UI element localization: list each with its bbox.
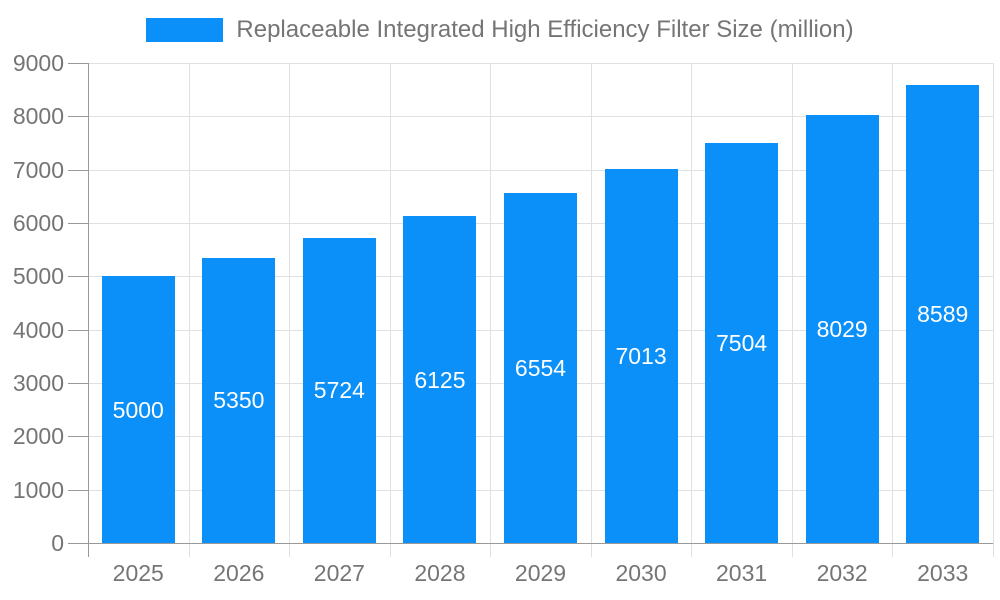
- bar-value-label: 8029: [816, 315, 868, 342]
- y-axis-tick-label: 8000: [12, 103, 64, 130]
- bar-value-label: 7504: [716, 329, 768, 356]
- x-axis-tick-label: 2031: [716, 560, 768, 586]
- bar-2026[interactable]: 5350: [202, 257, 276, 543]
- bar-2027[interactable]: 5724: [302, 237, 376, 543]
- y-axis-tick-label: 4000: [12, 316, 64, 343]
- y-axis-tick-label: 6000: [12, 210, 64, 236]
- bar-value-label: 5350: [213, 387, 265, 414]
- x-axis-tick-label: 2030: [615, 560, 667, 586]
- bar-2029[interactable]: 6554: [504, 193, 577, 543]
- gridline-vertical: [188, 63, 190, 557]
- y-axis-tick: [68, 383, 88, 384]
- y-axis-tick: [68, 436, 88, 438]
- gridline-vertical: [691, 63, 693, 557]
- gridline-vertical: [993, 63, 994, 557]
- y-axis-tick: [68, 543, 88, 544]
- x-axis-tick-label: 2025: [112, 560, 164, 586]
- y-axis-tick-label: 3000: [12, 370, 64, 396]
- bar-value-label: 6554: [514, 355, 567, 382]
- gridline-vertical: [289, 63, 291, 557]
- y-axis-tick: [68, 116, 88, 118]
- gridline-vertical: [490, 63, 492, 557]
- y-axis-tick-label: 9000: [12, 50, 64, 76]
- y-axis-tick-label: 5000: [12, 263, 64, 290]
- y-axis-line: [88, 63, 89, 557]
- y-axis-tick: [68, 276, 88, 278]
- gridline-vertical: [791, 63, 793, 557]
- x-axis-tick-label: 2033: [917, 560, 969, 586]
- legend-swatch: [146, 18, 224, 42]
- bar-value-label: 7013: [615, 342, 667, 369]
- y-axis-tick-label: 7000: [12, 156, 64, 183]
- y-axis-tick: [68, 223, 88, 224]
- bar-2031[interactable]: 7504: [705, 142, 779, 543]
- gridline-vertical: [590, 63, 592, 557]
- legend-item[interactable]: Replaceable Integrated High Efficiency F…: [0, 16, 1000, 44]
- y-axis-tick: [68, 169, 88, 171]
- plot-area: 5000 5350 5724 6125 6554 7013 7504 8029 8589: [88, 63, 994, 557]
- gridline-horizontal: [88, 116, 993, 118]
- bar-2033[interactable]: 8589: [906, 84, 980, 543]
- x-axis-tick-label: 2028: [414, 560, 466, 586]
- x-axis-line: [88, 543, 993, 544]
- y-axis-tick: [68, 489, 88, 491]
- legend-label: Replaceable Integrated High Efficiency F…: [236, 16, 854, 43]
- x-axis-tick-label: 2029: [514, 560, 567, 586]
- y-axis-tick-label: 0: [51, 530, 64, 556]
- bar-value-label: 5000: [112, 396, 164, 423]
- bar-2032[interactable]: 8029: [805, 114, 879, 543]
- y-axis-tick: [68, 63, 88, 64]
- gridline-vertical: [389, 63, 391, 557]
- gridline-vertical: [892, 63, 894, 557]
- bar-value-label: 8589: [917, 300, 969, 327]
- bar-2030[interactable]: 7013: [604, 168, 678, 543]
- y-axis-tick-label: 1000: [12, 476, 64, 503]
- y-axis-tick-label: 2000: [12, 423, 64, 450]
- bar-2028[interactable]: 6125: [403, 216, 477, 543]
- gridline-horizontal: [88, 169, 993, 171]
- bar-value-label: 5724: [313, 377, 365, 404]
- x-axis-tick-label: 2032: [816, 560, 868, 586]
- gridline-horizontal: [88, 63, 993, 64]
- x-axis-tick-label: 2026: [213, 560, 265, 586]
- y-axis-tick: [68, 329, 88, 331]
- bar-value-label: 6125: [414, 366, 466, 393]
- x-axis-tick-label: 2027: [313, 560, 365, 586]
- bar-2025[interactable]: 5000: [101, 276, 175, 543]
